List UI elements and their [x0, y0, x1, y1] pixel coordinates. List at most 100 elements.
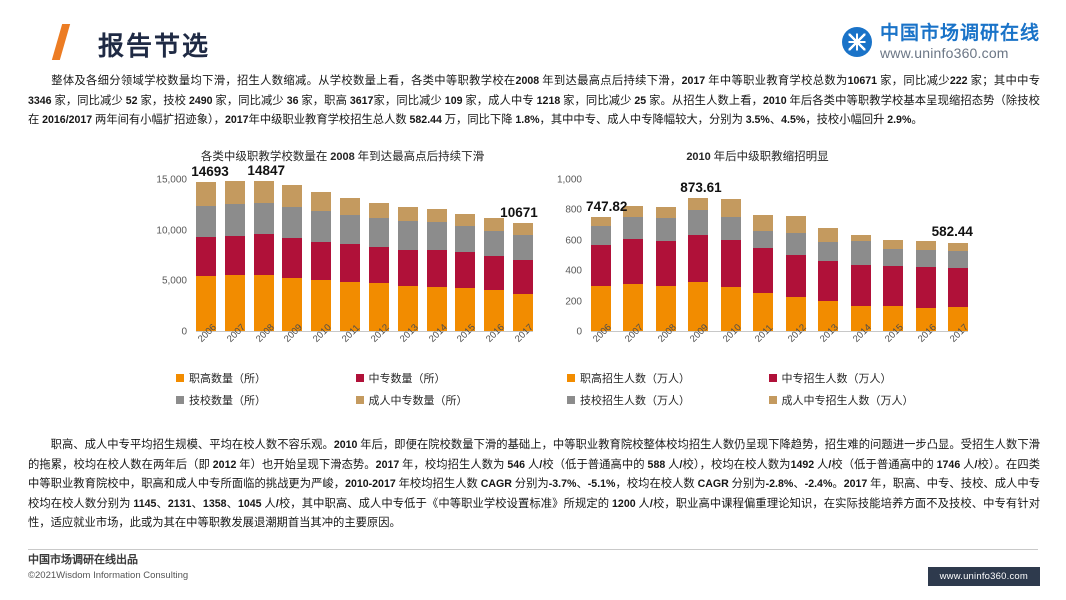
- bar-segment: [655, 206, 676, 219]
- bar-column[interactable]: [883, 240, 904, 331]
- paragraph-top: 整体及各细分领域学校数量均下滑，招生人数缩减。从学校数量上看，各类中等职教学校在…: [28, 75, 1041, 126]
- bar-column[interactable]: [282, 185, 303, 331]
- bar-column[interactable]: [655, 206, 676, 331]
- bar-column[interactable]: [512, 222, 533, 331]
- paragraph-bottom: 职高、成人中专平均招生规模、平均在校人数不容乐观。2010 年后，即便在院校数量…: [28, 439, 1040, 529]
- bar-column[interactable]: [785, 216, 806, 331]
- bar-column[interactable]: [368, 202, 389, 331]
- bar-value-label: 14847: [247, 162, 285, 178]
- bar-segment: [253, 203, 274, 235]
- bar-segment: [947, 268, 968, 307]
- bar-segment: [915, 249, 936, 268]
- legend-item[interactable]: 中专数量（所）: [355, 370, 536, 386]
- bar-column[interactable]: [591, 217, 611, 331]
- bar-column[interactable]: [253, 180, 274, 331]
- bar-segment: [455, 226, 476, 253]
- bar-segment: [426, 221, 447, 251]
- bar-segment: [512, 294, 533, 331]
- bar-segment: [253, 275, 274, 331]
- bar-segment: [850, 306, 871, 331]
- bar-segment: [883, 306, 904, 331]
- bar-column[interactable]: [311, 192, 332, 331]
- bar-segment: [196, 276, 216, 331]
- bar-segment: [484, 290, 505, 331]
- bar-segment: [196, 182, 216, 207]
- bar-segment: [340, 214, 361, 245]
- legend-label: 技校数量（所）: [189, 395, 266, 407]
- bar-value-label: 873.61: [680, 180, 722, 196]
- bar-segment: [623, 217, 644, 240]
- y-axis: 0 5,000 10,000 15,000: [150, 175, 192, 338]
- bar-segment: [720, 240, 741, 288]
- bar-value-label: 747.82: [586, 199, 628, 215]
- bar-segment: [253, 234, 274, 276]
- plot-area: 0 200 400 600 800 1,000 2006 2007 2008 2009 2010 2…: [545, 175, 973, 345]
- legend-swatch-icon: [768, 374, 777, 382]
- bar-segment: [224, 275, 245, 331]
- legend-item[interactable]: 中专招生人数（万人）: [768, 370, 971, 386]
- bar-segment: [224, 204, 245, 236]
- bar-segment: [883, 265, 904, 307]
- legend-item[interactable]: 职高数量（所）: [176, 370, 356, 386]
- legend-item[interactable]: 职高招生人数（万人）: [567, 370, 769, 386]
- bar-segment: [947, 242, 968, 252]
- bar-segment: [340, 281, 361, 331]
- bar-segment: [224, 235, 245, 276]
- bar-column[interactable]: [688, 198, 709, 331]
- bar-segment: [785, 232, 806, 255]
- legend-swatch-icon: [176, 396, 184, 404]
- y-axis: 0 200 400 600 800 1,000: [545, 175, 587, 338]
- chart-enrollment: 2010 年后中级职教缩招明显 0 200 400 600 800 1,000 2006 2…: [545, 148, 973, 428]
- bar-column[interactable]: [455, 214, 476, 331]
- bar-segment: [368, 218, 389, 247]
- legend-label: 成人中专数量（所）: [368, 395, 468, 407]
- bar-segment: [785, 216, 806, 233]
- legend-label: 技校招生人数（万人）: [580, 395, 690, 407]
- bar-segment: [720, 287, 741, 331]
- chart-legend: 职高数量（所） 中专数量（所） 技校数量（所） 成人中专数量（所）: [150, 370, 535, 408]
- bar-segment: [282, 185, 303, 207]
- legend-item[interactable]: 成人中专数量（所）: [355, 392, 536, 408]
- bar-column[interactable]: [623, 206, 644, 331]
- bar-column[interactable]: [484, 218, 505, 331]
- bar-segment: [196, 206, 216, 237]
- y-axis-tick: 1,000: [556, 174, 582, 186]
- bar-column[interactable]: [426, 209, 447, 331]
- chart-schools: 各类中级职教学校数量在 2008 年到达最高点后持续下滑 0 5,000 10,00…: [150, 148, 538, 428]
- bar-column[interactable]: [850, 234, 871, 331]
- bar-segment: [655, 218, 676, 241]
- bar-column[interactable]: [196, 182, 216, 331]
- bar-column[interactable]: [753, 214, 774, 331]
- y-axis-tick: 0: [181, 326, 187, 338]
- bar-segment: [623, 283, 644, 331]
- bar-value-label: 10671: [500, 204, 538, 220]
- bar-segment: [368, 246, 389, 284]
- bar-segment: [623, 206, 644, 218]
- bar-segment: [818, 228, 839, 242]
- x-axis-tick-label: 2017: [947, 322, 971, 345]
- bar-column[interactable]: [397, 207, 418, 331]
- legend-item[interactable]: 技校数量（所）: [176, 392, 356, 408]
- footer-divider: [28, 549, 1038, 550]
- company-mark-icon: [841, 27, 872, 57]
- bar-segment: [512, 222, 533, 236]
- legend-item[interactable]: 成人中专招生人数（万人）: [768, 392, 971, 408]
- legend-label: 职高招生人数（万人）: [580, 373, 690, 385]
- bar-column[interactable]: [340, 198, 361, 331]
- bar-segment: [282, 277, 303, 331]
- bar-segment: [397, 221, 418, 250]
- bar-segment: [224, 180, 245, 205]
- bar-segment: [311, 192, 332, 211]
- bar-segment: [720, 199, 741, 218]
- bar-column[interactable]: [818, 228, 839, 331]
- footer-publisher: 中国市场调研在线出品: [28, 554, 138, 566]
- bar-segment: [591, 285, 611, 331]
- bar-column[interactable]: [915, 241, 936, 331]
- bar-column[interactable]: [720, 199, 741, 331]
- bar-segment: [484, 218, 505, 231]
- bar-column[interactable]: [224, 180, 245, 331]
- bar-segment: [850, 265, 871, 307]
- bar-column[interactable]: [947, 242, 968, 331]
- legend-item[interactable]: 技校招生人数（万人）: [567, 392, 769, 408]
- legend-label: 成人中专招生人数（万人）: [781, 395, 914, 407]
